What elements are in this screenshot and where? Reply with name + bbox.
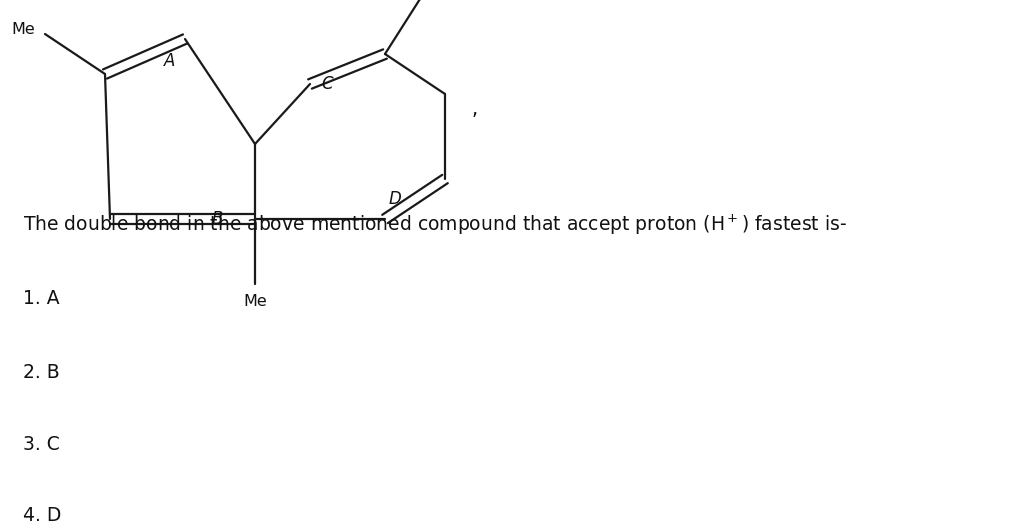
Text: C: C <box>322 75 334 93</box>
Text: A: A <box>164 52 176 70</box>
Text: The double bond in the above mentioned compound that accept proton ($\mathrm{H^+: The double bond in the above mentioned c… <box>23 213 847 237</box>
Text: ,: , <box>472 99 478 118</box>
Text: Me: Me <box>243 295 267 309</box>
Text: 2. B: 2. B <box>23 363 59 382</box>
Text: 3. C: 3. C <box>23 435 59 454</box>
Text: Me: Me <box>430 0 454 2</box>
Text: 1. A: 1. A <box>23 289 59 308</box>
Text: Me: Me <box>11 22 35 37</box>
Text: B: B <box>212 210 223 228</box>
Text: 4. D: 4. D <box>23 506 60 525</box>
Text: D: D <box>389 190 401 208</box>
